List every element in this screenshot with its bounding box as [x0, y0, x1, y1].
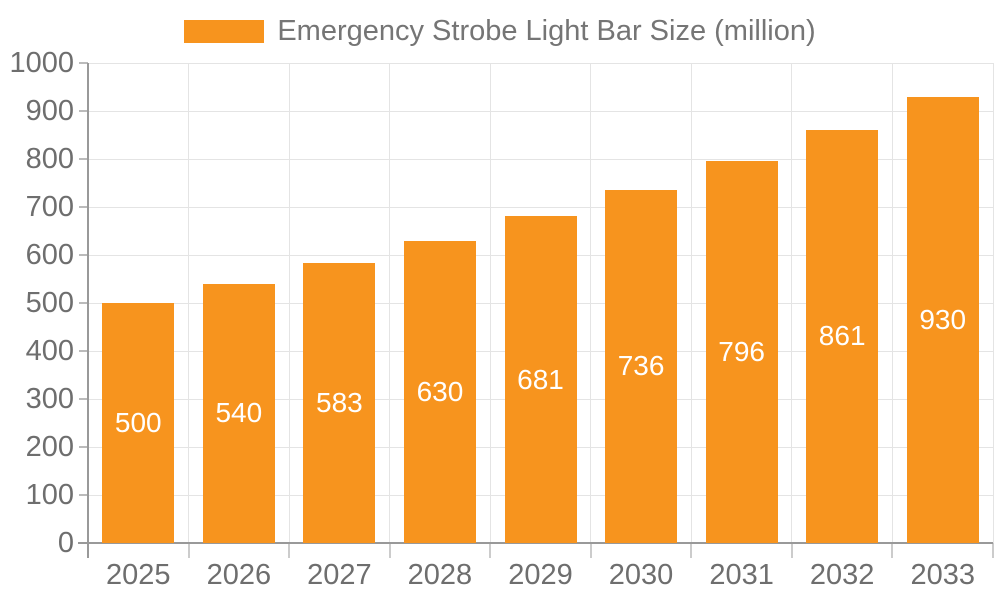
x-axis-label: 2031 [709, 559, 774, 591]
grid-line-horizontal [88, 158, 993, 160]
bar[interactable] [806, 129, 879, 543]
y-axis-tick [79, 398, 88, 400]
grid-line-horizontal [88, 62, 993, 64]
y-axis-label: 0 [57, 527, 74, 559]
bar[interactable] [504, 216, 577, 543]
bar[interactable] [102, 303, 175, 543]
x-axis-label: 2028 [407, 559, 473, 591]
bar[interactable] [906, 96, 979, 543]
y-axis-tick [79, 350, 88, 352]
x-axis-tick [891, 543, 894, 558]
x-axis-tick [790, 543, 793, 558]
x-axis-line [78, 542, 993, 544]
x-axis-label: 2030 [608, 559, 674, 591]
y-axis-tick [79, 110, 88, 112]
grid-line-horizontal [88, 206, 993, 208]
x-axis-label: 2026 [206, 559, 272, 591]
y-axis-tick [79, 494, 88, 496]
bar[interactable] [403, 240, 476, 543]
y-axis-tick [79, 254, 88, 256]
grid-line-horizontal [88, 110, 993, 112]
y-axis-line [87, 63, 89, 558]
legend-label: Emergency Strobe Light Bar Size (million… [277, 15, 816, 47]
y-axis-label: 1000 [9, 47, 74, 79]
legend-swatch-icon [184, 20, 265, 43]
y-axis-tick [79, 62, 88, 64]
bar-value-label: 681 [517, 363, 564, 395]
x-axis-tick [388, 543, 391, 558]
y-axis-label: 600 [25, 239, 74, 271]
y-axis-label: 900 [25, 95, 74, 127]
y-axis-tick [79, 446, 88, 448]
x-axis-tick [489, 543, 492, 558]
y-axis-tick [79, 302, 88, 304]
bar[interactable] [605, 189, 678, 543]
y-axis-label: 300 [25, 383, 74, 415]
x-axis-label: 2025 [106, 559, 171, 591]
bar-value-label: 630 [416, 375, 464, 407]
legend-item[interactable]: Emergency Strobe Light Bar Size (million… [184, 15, 816, 47]
grid-line-vertical [992, 63, 994, 543]
y-axis-label: 800 [25, 143, 74, 175]
bar-value-label: 796 [718, 335, 765, 367]
x-axis-label: 2032 [809, 559, 875, 591]
x-axis-label: 2029 [508, 559, 573, 591]
y-axis-label: 700 [25, 191, 74, 223]
bar-value-label: 861 [818, 320, 866, 352]
y-axis-tick [79, 206, 88, 208]
x-axis-tick [187, 543, 190, 558]
bar[interactable] [202, 283, 275, 543]
y-axis-label: 100 [25, 479, 74, 511]
bar-value-label: 930 [919, 303, 967, 335]
bar[interactable] [705, 160, 778, 543]
x-axis-label: 2033 [910, 559, 975, 591]
legend: Emergency Strobe Light Bar Size (million… [0, 17, 1000, 46]
bar-value-label: 500 [114, 407, 162, 438]
bar-value-label: 540 [215, 397, 263, 429]
bar-value-label: 583 [316, 387, 363, 419]
x-axis-tick [589, 543, 592, 558]
bar[interactable] [303, 263, 376, 543]
x-axis-tick [992, 543, 994, 558]
y-axis-label: 200 [25, 431, 74, 463]
y-axis-label: 500 [25, 287, 74, 319]
x-axis-tick [690, 543, 693, 558]
x-axis-label: 2027 [307, 559, 372, 591]
x-axis-tick [288, 543, 291, 558]
y-axis-tick [79, 158, 88, 160]
bar-value-label: 736 [617, 350, 665, 382]
y-axis-label: 400 [25, 335, 74, 367]
